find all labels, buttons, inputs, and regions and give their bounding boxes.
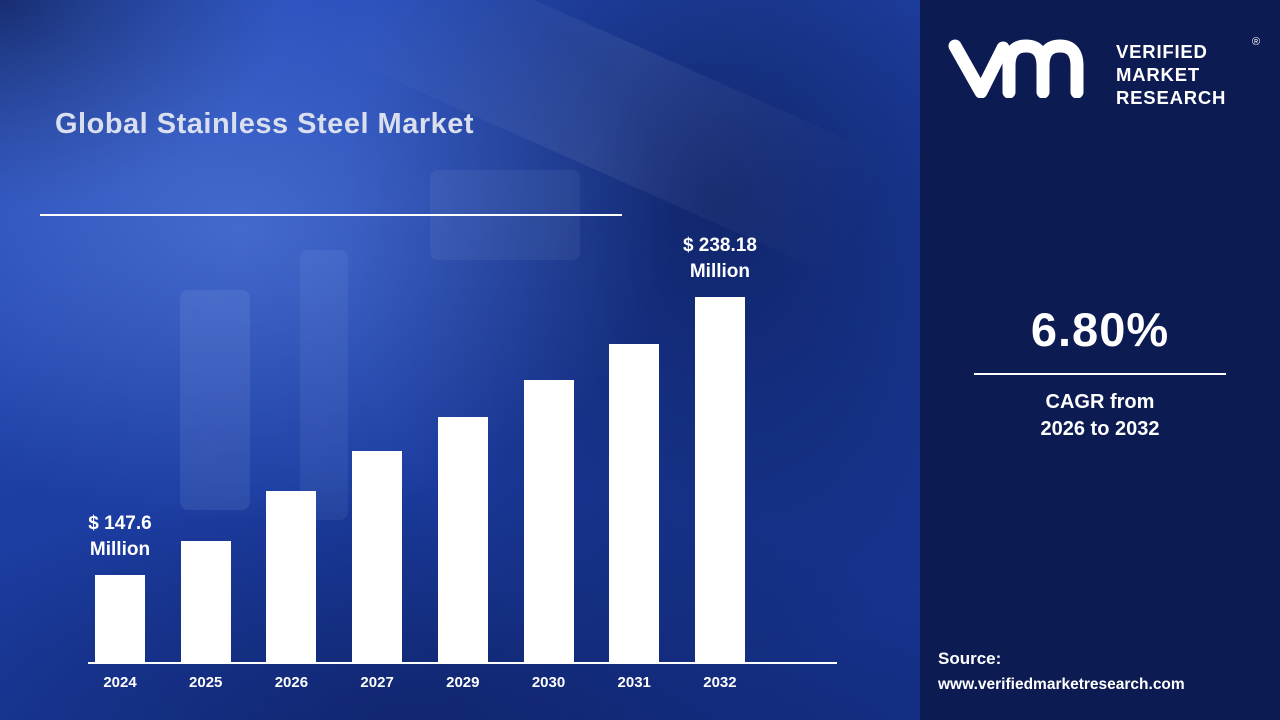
bar-slot xyxy=(523,231,574,663)
bar-slot xyxy=(266,231,317,663)
bar-value-label-line: Million xyxy=(689,261,750,282)
bar-slot xyxy=(437,231,488,663)
x-tick-label: 2024 xyxy=(103,674,137,691)
bar xyxy=(266,491,317,663)
chart-area-background: Global Stainless Steel Market $ 147.6 Mil… xyxy=(0,0,920,720)
brand-name-line: MARKET xyxy=(1116,64,1200,85)
bar-slot xyxy=(180,231,231,663)
x-axis-labels: 2024 2025 2026 2027 2029 2030 2031 2032 xyxy=(95,674,745,691)
bar-value-label-line: Million xyxy=(89,539,151,560)
cagr-value: 6.80% xyxy=(1030,303,1170,356)
bar xyxy=(437,417,488,663)
bar-value-label: $ 147.6 Million xyxy=(88,511,151,563)
cagr-divider xyxy=(974,373,1226,375)
brand-name-line: VERIFIED xyxy=(1116,41,1208,62)
brand-name: VERIFIED MARKET RESEARCH xyxy=(1116,40,1226,109)
x-axis-line xyxy=(88,662,837,664)
bar xyxy=(180,541,231,663)
cagr-label: CAGR from 2026 to 2032 xyxy=(920,389,1280,443)
bar xyxy=(609,344,660,663)
background-glassware-decoration xyxy=(180,290,250,510)
bar xyxy=(694,297,745,663)
page-title: Global Stainless Steel Market xyxy=(55,108,475,140)
x-tick-label: 2029 xyxy=(446,674,480,691)
x-tick-label: 2027 xyxy=(360,674,394,691)
source-label: Source: xyxy=(938,649,1002,668)
title-underline xyxy=(40,214,622,216)
x-tick-label: 2026 xyxy=(274,674,309,691)
bar-slot xyxy=(352,231,403,663)
cagr-label-line: CAGR from xyxy=(1045,391,1155,413)
bar-slot: $ 238.18 Million xyxy=(683,231,757,663)
bar-value-label-line: $ 238.18 xyxy=(682,235,757,256)
x-tick-label: 2032 xyxy=(703,674,737,691)
bar xyxy=(523,380,574,663)
cagr-block: 6.80% CAGR from 2026 to 2032 xyxy=(920,302,1280,443)
bar xyxy=(95,575,145,663)
cagr-label-line: 2026 to 2032 xyxy=(1040,418,1160,440)
background-glassware-decoration xyxy=(300,250,348,520)
bar-value-label-line: $ 147.6 xyxy=(88,513,152,534)
bars-row: $ 147.6 Million $ 238.18 Million xyxy=(88,231,757,663)
source-block: Source: www.verifiedmarketresearch.com xyxy=(938,649,1185,694)
source-url-link[interactable]: www.verifiedmarketresearch.com xyxy=(938,676,1185,693)
x-tick-label: 2025 xyxy=(189,674,223,691)
bar-slot xyxy=(609,231,660,663)
bar-value-label: $ 238.18 Million xyxy=(683,233,757,285)
side-panel: VERIFIED MARKET RESEARCH ® 6.80% CAGR fr… xyxy=(920,0,1280,720)
brand-name-line: RESEARCH xyxy=(1116,87,1227,108)
bar-slot: $ 147.6 Million xyxy=(88,231,152,663)
registered-trademark-symbol: ® xyxy=(1252,36,1261,48)
x-tick-label: 2030 xyxy=(531,674,566,691)
bar xyxy=(352,451,403,663)
vmr-logo-icon xyxy=(948,39,1084,98)
x-tick-label: 2031 xyxy=(617,674,651,691)
